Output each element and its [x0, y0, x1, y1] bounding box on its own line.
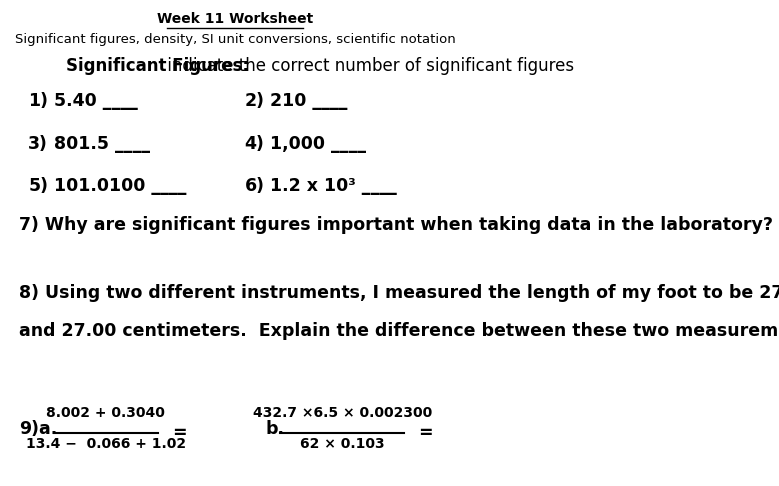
Text: Week 11 Worksheet: Week 11 Worksheet	[157, 12, 313, 26]
Text: 1.2 x 10³ ____: 1.2 x 10³ ____	[270, 177, 397, 195]
Text: 4): 4)	[245, 135, 264, 153]
Text: 13.4 −  0.066 + 1.02: 13.4 − 0.066 + 1.02	[26, 437, 186, 451]
Text: 5): 5)	[28, 177, 48, 195]
Text: 3): 3)	[28, 135, 48, 153]
Text: 1): 1)	[28, 92, 48, 110]
Text: 9)a.: 9)a.	[19, 420, 57, 438]
Text: 7) Why are significant figures important when taking data in the laboratory?: 7) Why are significant figures important…	[19, 216, 773, 234]
Text: 8) Using two different instruments, I measured the length of my foot to be 27 ce: 8) Using two different instruments, I me…	[19, 284, 779, 302]
Text: 801.5 ____: 801.5 ____	[54, 135, 150, 153]
Text: 6): 6)	[245, 177, 265, 195]
Text: 2): 2)	[245, 92, 265, 110]
Text: 62 × 0.103: 62 × 0.103	[300, 437, 385, 451]
Text: =: =	[418, 423, 433, 442]
Text: and 27.00 centimeters.  Explain the difference between these two measurements.: and 27.00 centimeters. Explain the diffe…	[19, 322, 779, 340]
Text: 5.40 ____: 5.40 ____	[54, 92, 138, 110]
Text: indicate the correct number of significant figures: indicate the correct number of significa…	[162, 57, 574, 75]
Text: 432.7 ×6.5 × 0.002300: 432.7 ×6.5 × 0.002300	[252, 406, 432, 420]
Text: =: =	[171, 423, 186, 442]
Text: Significant figures, density, SI unit conversions, scientific notation: Significant figures, density, SI unit co…	[15, 33, 456, 46]
Text: 8.002 + 0.3040: 8.002 + 0.3040	[47, 406, 165, 420]
Text: 210 ____: 210 ____	[270, 92, 347, 110]
Text: Significant Figures:: Significant Figures:	[66, 57, 249, 75]
Text: b.: b.	[266, 420, 285, 438]
Text: 101.0100 ____: 101.0100 ____	[54, 177, 186, 195]
Text: 1,000 ____: 1,000 ____	[270, 135, 366, 153]
